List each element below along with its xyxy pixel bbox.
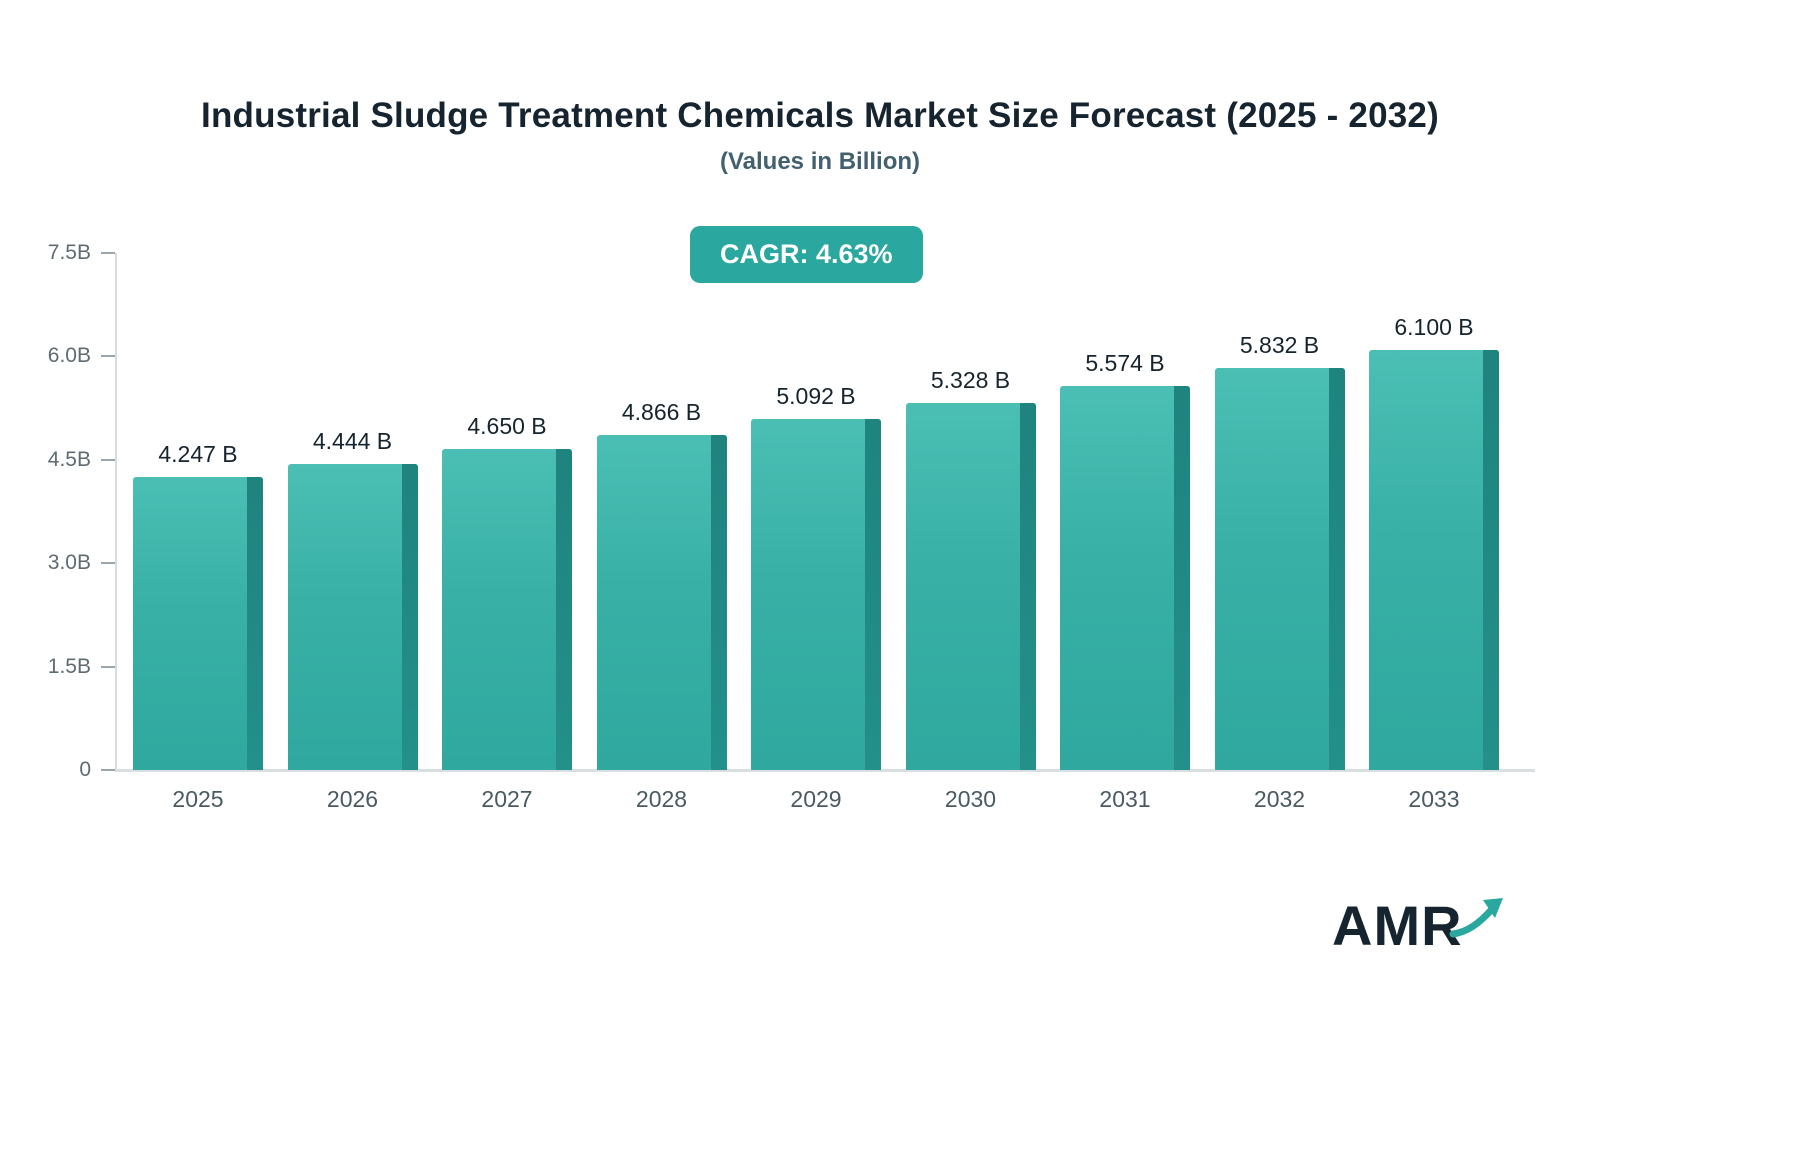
- bar-group: 5.832 B 2032: [1214, 253, 1345, 812]
- bar-side-shade: [865, 419, 881, 770]
- bar: [1214, 367, 1345, 770]
- bar: [287, 463, 418, 770]
- bar-value-label: 4.247 B: [158, 441, 238, 468]
- ytick: 6.0B: [27, 344, 115, 368]
- bar: [751, 419, 881, 770]
- ytick-dash: [101, 769, 115, 771]
- x-axis-label: 2026: [326, 786, 379, 812]
- bar-value-label: 5.574 B: [1085, 349, 1165, 376]
- bars: 4.247 B 2025 4.444 B 2026 4.650 B 2027 4.866 B…: [117, 253, 1515, 812]
- x-axis-label: 2032: [1253, 786, 1306, 812]
- ytick: 0: [27, 758, 115, 782]
- logo-text: AMR: [1332, 894, 1463, 957]
- ytick-dash: [101, 562, 115, 565]
- bar-side-shade: [1019, 402, 1036, 770]
- bar-side-shade: [401, 463, 418, 770]
- bar-value-label: 4.866 B: [621, 398, 702, 425]
- bar: [1369, 349, 1499, 770]
- bar-group: 6.100 B 2033: [1369, 253, 1499, 812]
- bar-value-label: 5.328 B: [930, 366, 1011, 393]
- bar-group: 4.247 B 2025: [133, 253, 263, 812]
- plot-area: 7.5B 6.0B 4.5B 3.0B 1.5B 0 4.247 B 2025 4.444 B…: [48, 241, 1535, 812]
- chart-title: Industrial Sludge Treatment Chemicals Ma…: [201, 96, 1439, 135]
- x-axis-label: 2025: [172, 786, 224, 812]
- x-axis-label: 2033: [1408, 786, 1460, 812]
- bar-group: 5.328 B 2030: [905, 253, 1036, 812]
- bar-group: 5.574 B 2031: [1060, 253, 1190, 812]
- ytick-label: 3.0B: [47, 551, 91, 575]
- x-axis-label: 2028: [635, 786, 688, 812]
- ytick-label: 1.5B: [47, 654, 91, 678]
- bar: [442, 449, 572, 770]
- bar: [133, 477, 263, 770]
- cagr-badge: CAGR: 4.63%: [690, 226, 923, 283]
- bar-side-shade: [1174, 385, 1190, 770]
- ytick-dash: [101, 665, 115, 668]
- bar-group: 4.866 B 2028: [596, 253, 727, 812]
- bar-side-shade: [710, 434, 727, 770]
- ytick-label: 6.0B: [47, 344, 91, 368]
- ytick-dash: [101, 458, 115, 461]
- bar-group: 5.092 B 2029: [751, 253, 881, 812]
- bar-side-shade: [1483, 349, 1499, 770]
- bar-side-shade: [556, 449, 572, 770]
- ytick-dash: [101, 355, 115, 358]
- bar-value-label: 4.650 B: [467, 413, 547, 440]
- bar-value-label: 5.092 B: [776, 383, 856, 409]
- x-axis-line: [115, 769, 1535, 772]
- bar-value-label: 4.444 B: [312, 427, 393, 454]
- bar: [596, 434, 727, 770]
- x-axis-label: 2029: [790, 786, 842, 812]
- bar-value-label: 6.100 B: [1394, 313, 1474, 340]
- ytick-label: 4.5B: [47, 447, 91, 471]
- bar-side-shade: [1328, 367, 1345, 770]
- ytick: 7.5B: [27, 241, 115, 265]
- ytick: 1.5B: [27, 655, 115, 679]
- bar-group: 4.444 B 2026: [287, 253, 418, 812]
- x-axis-label: 2030: [944, 786, 997, 812]
- x-axis-label: 2027: [481, 786, 533, 812]
- chart-subtitle: (Values in Billion): [719, 148, 921, 175]
- x-axis-label: 2031: [1099, 786, 1151, 812]
- ytick: 3.0B: [27, 551, 115, 575]
- ytick: 4.5B: [27, 448, 115, 472]
- bar: [905, 402, 1036, 770]
- bar-side-shade: [247, 477, 263, 770]
- ytick-dash: [101, 252, 115, 254]
- ytick-label: 0: [79, 758, 91, 781]
- ytick-label: 7.5B: [47, 241, 91, 264]
- bar-value-label: 5.832 B: [1239, 331, 1320, 358]
- bar-group: 4.650 B 2027: [442, 253, 572, 812]
- bar: [1060, 385, 1190, 770]
- amr-logo: AMR: [1332, 893, 1507, 958]
- logo-arrow-icon: [1449, 897, 1503, 937]
